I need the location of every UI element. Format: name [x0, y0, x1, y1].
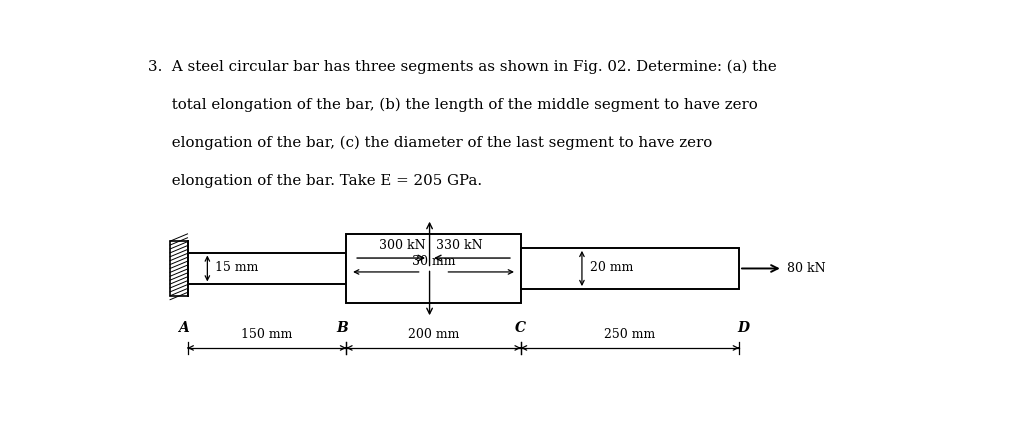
- Text: 250 mm: 250 mm: [604, 328, 655, 341]
- Text: A: A: [178, 322, 188, 335]
- Text: D: D: [737, 322, 749, 335]
- Text: 80 kN: 80 kN: [786, 262, 825, 275]
- Text: elongation of the bar. Take E = 205 GPa.: elongation of the bar. Take E = 205 GPa.: [147, 174, 482, 188]
- Text: 3.  A steel circular bar has three segments as shown in Fig. 02. Determine: (a) : 3. A steel circular bar has three segmen…: [147, 60, 776, 74]
- Text: 330 kN: 330 kN: [436, 239, 482, 252]
- Text: elongation of the bar, (c) the diameter of the last segment to have zero: elongation of the bar, (c) the diameter …: [147, 136, 712, 150]
- Text: 15 mm: 15 mm: [215, 261, 259, 274]
- Text: B: B: [337, 322, 348, 335]
- Text: 300 kN: 300 kN: [379, 239, 426, 252]
- Bar: [170, 241, 187, 296]
- Bar: [187, 252, 346, 284]
- Text: 20 mm: 20 mm: [590, 261, 633, 274]
- Text: 150 mm: 150 mm: [242, 328, 293, 341]
- Text: total elongation of the bar, (b) the length of the middle segment to have zero: total elongation of the bar, (b) the len…: [147, 98, 758, 112]
- Text: 200 mm: 200 mm: [408, 328, 459, 341]
- Text: C: C: [515, 322, 526, 335]
- Bar: [346, 234, 521, 303]
- Bar: [521, 248, 739, 289]
- Text: 30 mm: 30 mm: [412, 255, 456, 268]
